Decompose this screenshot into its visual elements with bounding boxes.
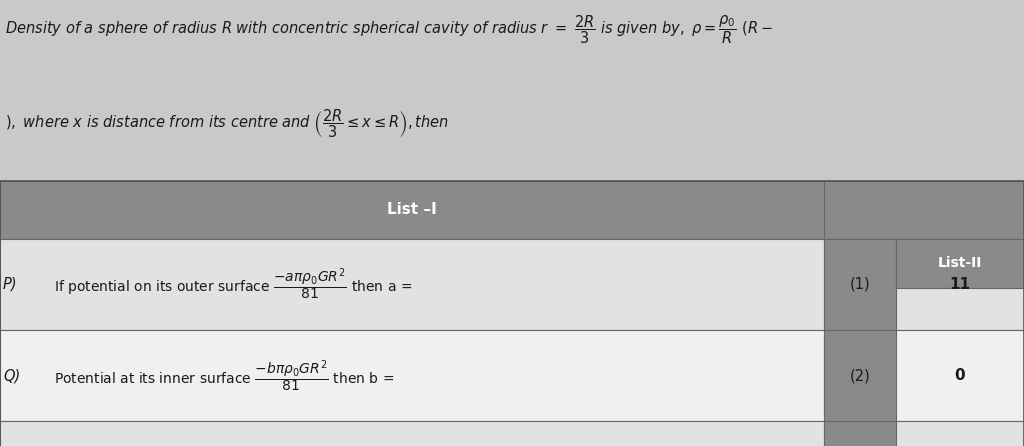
Bar: [0, 330, 824, 421]
Text: List-II: List-II: [938, 256, 982, 270]
Bar: [896, 239, 1024, 288]
Text: P): P): [3, 277, 17, 292]
Text: Q): Q): [3, 368, 20, 383]
Bar: [824, 181, 1024, 239]
Bar: [0, 239, 824, 330]
Bar: [0, 421, 824, 446]
Bar: [0, 181, 824, 239]
Text: $\it{Density}$ $\it{of}$ $\it{a}$ $\it{sphere}$ $\it{of}$ $\it{radius}$ $\it{R}$: $\it{Density}$ $\it{of}$ $\it{a}$ $\it{s…: [5, 13, 773, 46]
Text: If potential on its outer surface $\dfrac{-a\pi\rho_0 GR^2}{81}$ then a =: If potential on its outer surface $\dfra…: [54, 266, 413, 302]
Text: (2): (2): [850, 368, 870, 383]
Text: $\it{),}$ $\it{where}$ $\it{x}$ $\it{is}$ $\it{distance}$ $\it{from}$ $\it{its}$: $\it{),}$ $\it{where}$ $\it{x}$ $\it{is}…: [5, 107, 450, 140]
Text: (1): (1): [850, 277, 870, 292]
Bar: [824, 239, 896, 330]
Bar: [896, 239, 1024, 330]
Text: 0: 0: [954, 368, 966, 383]
Bar: [824, 421, 896, 446]
Text: List –I: List –I: [387, 202, 437, 217]
Bar: [896, 421, 1024, 446]
Text: Potential at its inner surface $\dfrac{-b\pi\rho_0 GR^2}{81}$ then b =: Potential at its inner surface $\dfrac{-…: [54, 358, 394, 394]
Bar: [824, 330, 896, 421]
Bar: [896, 330, 1024, 421]
Text: 11: 11: [949, 277, 971, 292]
